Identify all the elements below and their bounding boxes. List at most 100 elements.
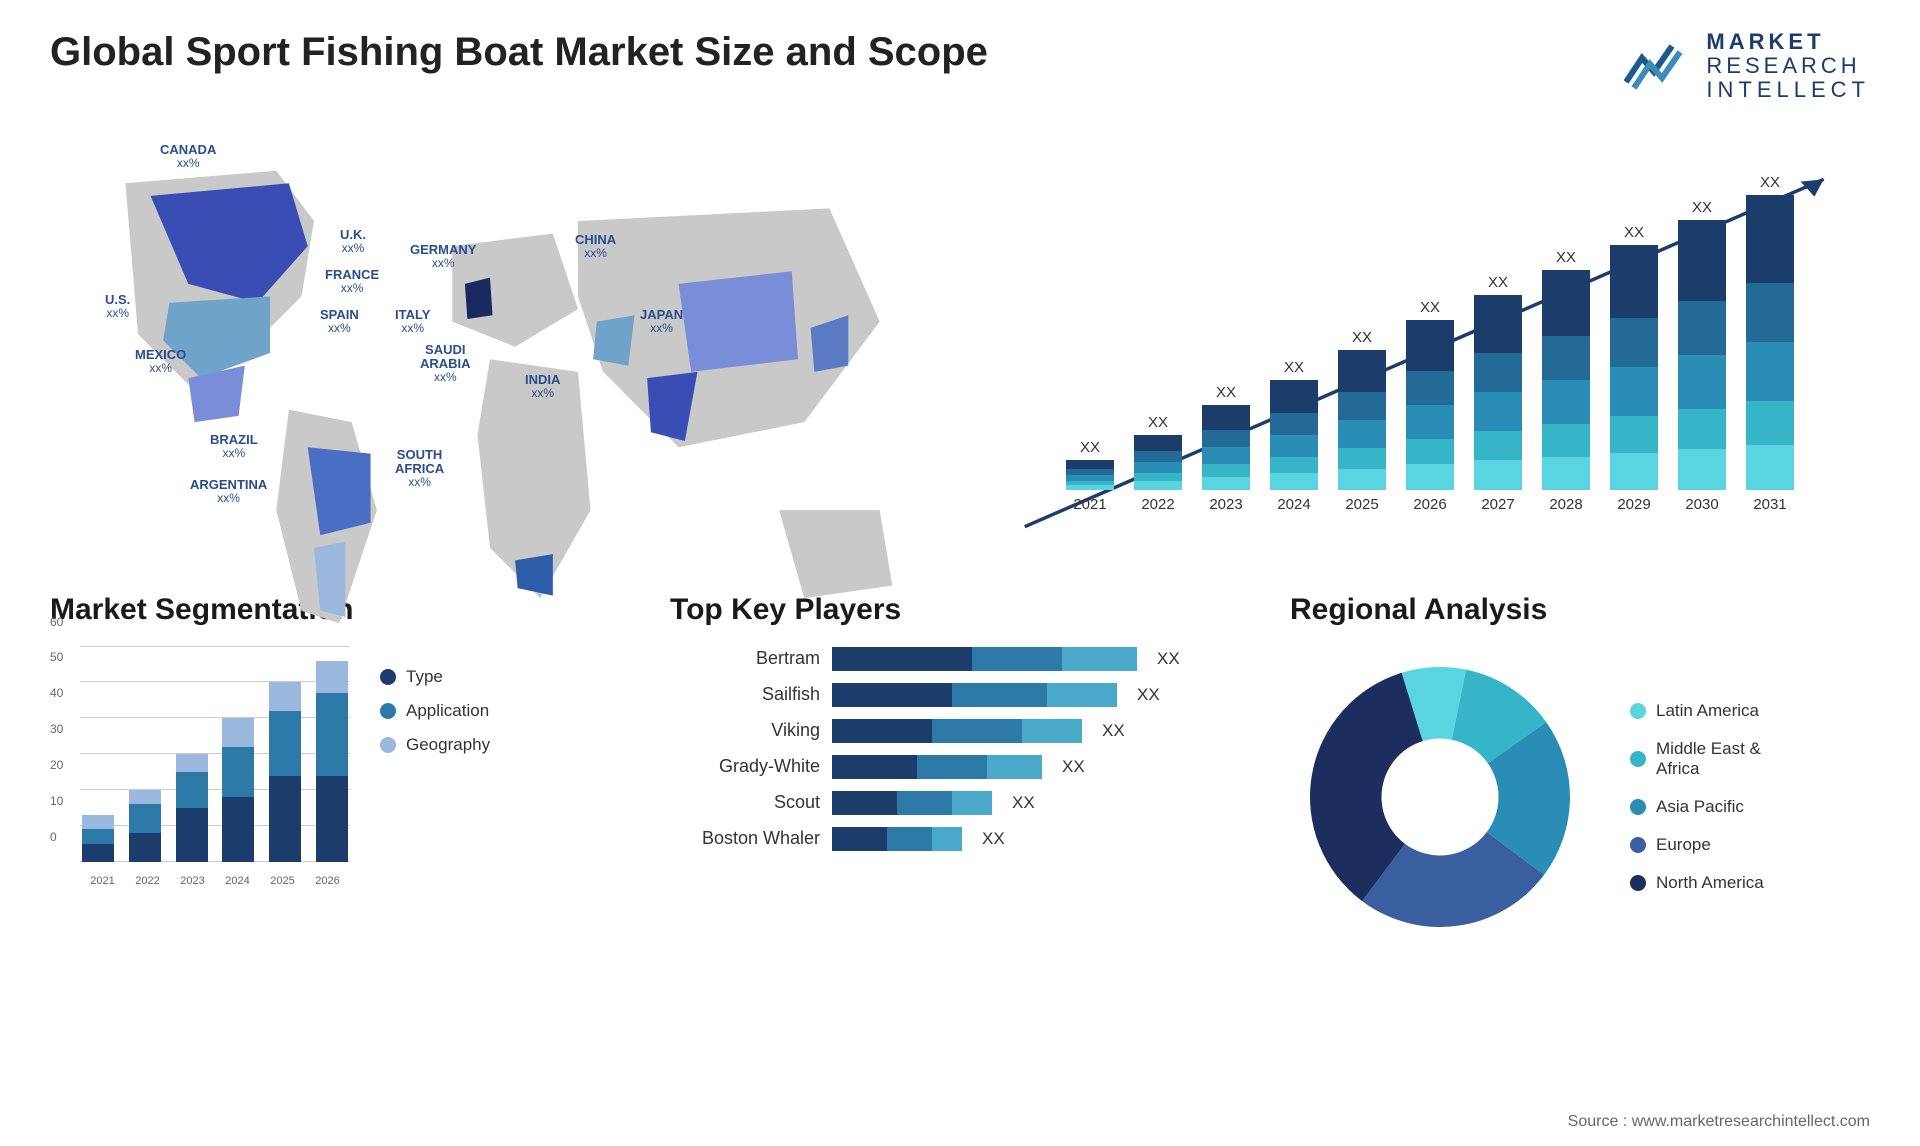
seg-ytick: 60 [50, 615, 63, 629]
kp-name: Viking [670, 720, 820, 741]
seg-bar-2021 [82, 815, 114, 862]
reg-legend-item: Asia Pacific [1630, 797, 1764, 817]
kp-value: XX [1012, 793, 1035, 813]
map-label-saudi-arabia: SAUDIARABIAxx% [420, 343, 471, 385]
map-label-france: FRANCExx% [325, 268, 379, 295]
map-label-italy: ITALYxx% [395, 308, 430, 335]
growth-bar-year: 2028 [1549, 496, 1582, 513]
growth-bar-year: 2031 [1753, 496, 1786, 513]
seg-xlabel: 2026 [312, 875, 344, 887]
growth-bar-value: XX [1420, 299, 1440, 316]
kp-value: XX [1102, 721, 1125, 741]
page-title: Global Sport Fishing Boat Market Size an… [50, 30, 988, 75]
kp-value: XX [1157, 649, 1180, 669]
growth-bar-value: XX [1760, 174, 1780, 191]
map-label-argentina: ARGENTINAxx% [190, 478, 267, 505]
kp-value: XX [1062, 757, 1085, 777]
seg-xlabel: 2024 [222, 875, 254, 887]
growth-bar-2025: XX 2025 [1335, 329, 1389, 513]
kp-name: Boston Whaler [670, 828, 820, 849]
growth-bar-2029: XX2029 [1607, 224, 1661, 513]
growth-bar-year: 2023 [1209, 496, 1242, 513]
growth-bar-year: 2029 [1617, 496, 1650, 513]
seg-legend-item: Application [380, 701, 490, 721]
regional-section: Regional Analysis Latin America Middle Ea… [1290, 593, 1870, 947]
kp-name: Scout [670, 792, 820, 813]
source-attribution: Source : www.marketresearchintellect.com [1568, 1113, 1870, 1131]
map-label-mexico: MEXICOxx% [135, 348, 186, 375]
growth-bar-value: XX [1488, 274, 1508, 291]
kp-row-sailfish: Sailfish XX [670, 683, 1250, 707]
map-label-spain: SPAINxx% [320, 308, 359, 335]
map-label-u-k-: U.K.xx% [340, 228, 366, 255]
seg-legend-item: Type [380, 667, 490, 687]
key-players-chart: BertramXXSailfishXXVikingXXGrady-WhiteXX… [670, 647, 1250, 851]
regional-donut [1290, 647, 1590, 947]
growth-bar-value: XX [1352, 329, 1372, 346]
map-label-china: CHINAxx% [575, 233, 616, 260]
seg-ytick: 30 [50, 722, 63, 736]
growth-bar-2026: XX 2026 [1403, 299, 1457, 513]
world-map: CANADAxx% U.S.xx% MEXICOxx% BRAZILxx% ARGENT… [50, 133, 930, 553]
growth-bar-value: XX [1692, 199, 1712, 216]
growth-bar-year: 2027 [1481, 496, 1514, 513]
growth-bar-value: XX [1284, 359, 1304, 376]
seg-bar-2025 [269, 682, 301, 861]
growth-bar-2024: XX 2024 [1267, 359, 1321, 513]
growth-bar-year: 2026 [1413, 496, 1446, 513]
growth-bar-2022: XX 2022 [1131, 414, 1185, 513]
map-label-japan: JAPANxx% [640, 308, 683, 335]
kp-name: Grady-White [670, 756, 820, 777]
seg-ytick: 20 [50, 758, 63, 772]
growth-bar-value: XX [1216, 384, 1236, 401]
growth-bar-year: 2024 [1277, 496, 1310, 513]
reg-legend-item: Latin America [1630, 701, 1764, 721]
seg-ytick: 50 [50, 650, 63, 664]
seg-bar-2024 [222, 718, 254, 861]
regional-title: Regional Analysis [1290, 593, 1870, 627]
growth-bar-year: 2030 [1685, 496, 1718, 513]
brand-logo: MARKET RESEARCH INTELLECT [1624, 30, 1870, 103]
segmentation-legend: Type Application Geography [380, 647, 490, 887]
growth-bar-year: 2025 [1345, 496, 1378, 513]
map-label-canada: CANADAxx% [160, 143, 216, 170]
kp-row-scout: Scout XX [670, 791, 1250, 815]
map-label-brazil: BRAZILxx% [210, 433, 258, 460]
seg-legend-item: Geography [380, 735, 490, 755]
seg-bar-2023 [176, 754, 208, 861]
growth-bar-value: XX [1556, 249, 1576, 266]
seg-ytick: 40 [50, 686, 63, 700]
kp-row-viking: Viking XX [670, 719, 1250, 743]
growth-bar-2030: XX 2030 [1675, 199, 1729, 513]
seg-bar-2022 [129, 790, 161, 862]
growth-chart: XX2021XX2022XX2023XX2024XX2025XX2026XX20… [990, 133, 1870, 553]
growth-bar-year: 2022 [1141, 496, 1174, 513]
logo-line2: RESEARCH [1706, 54, 1870, 78]
map-svg [50, 133, 930, 661]
kp-row-grady-white: Grady-White XX [670, 755, 1250, 779]
growth-bar-2023: XX 2023 [1199, 384, 1253, 513]
seg-xlabel: 2025 [267, 875, 299, 887]
map-label-india: INDIAxx% [525, 373, 560, 400]
seg-xlabel: 2022 [132, 875, 164, 887]
growth-bar-year: 2021 [1073, 496, 1106, 513]
growth-bar-value: XX [1148, 414, 1168, 431]
logo-line3: INTELLECT [1706, 78, 1870, 102]
kp-name: Sailfish [670, 684, 820, 705]
growth-bar-2027: XX 2027 [1471, 274, 1525, 513]
reg-legend-item: North America [1630, 873, 1764, 893]
kp-value: XX [982, 829, 1005, 849]
growth-bar-2021: XX 2021 [1063, 439, 1117, 513]
segmentation-chart: 0102030405060 202120222023202420252026 [50, 647, 350, 887]
kp-value: XX [1137, 685, 1160, 705]
logo-line1: MARKET [1706, 30, 1870, 54]
map-label-germany: GERMANYxx% [410, 243, 476, 270]
reg-legend-item: Middle East &Africa [1630, 739, 1764, 779]
seg-ytick: 0 [50, 830, 57, 844]
growth-bar-value: XX [1080, 439, 1100, 456]
map-label-u-s-: U.S.xx% [105, 293, 130, 320]
reg-legend-item: Europe [1630, 835, 1764, 855]
kp-row-boston-whaler: Boston Whaler XX [670, 827, 1250, 851]
seg-xlabel: 2021 [87, 875, 119, 887]
growth-bar-2031: XX 2031 [1743, 174, 1797, 513]
